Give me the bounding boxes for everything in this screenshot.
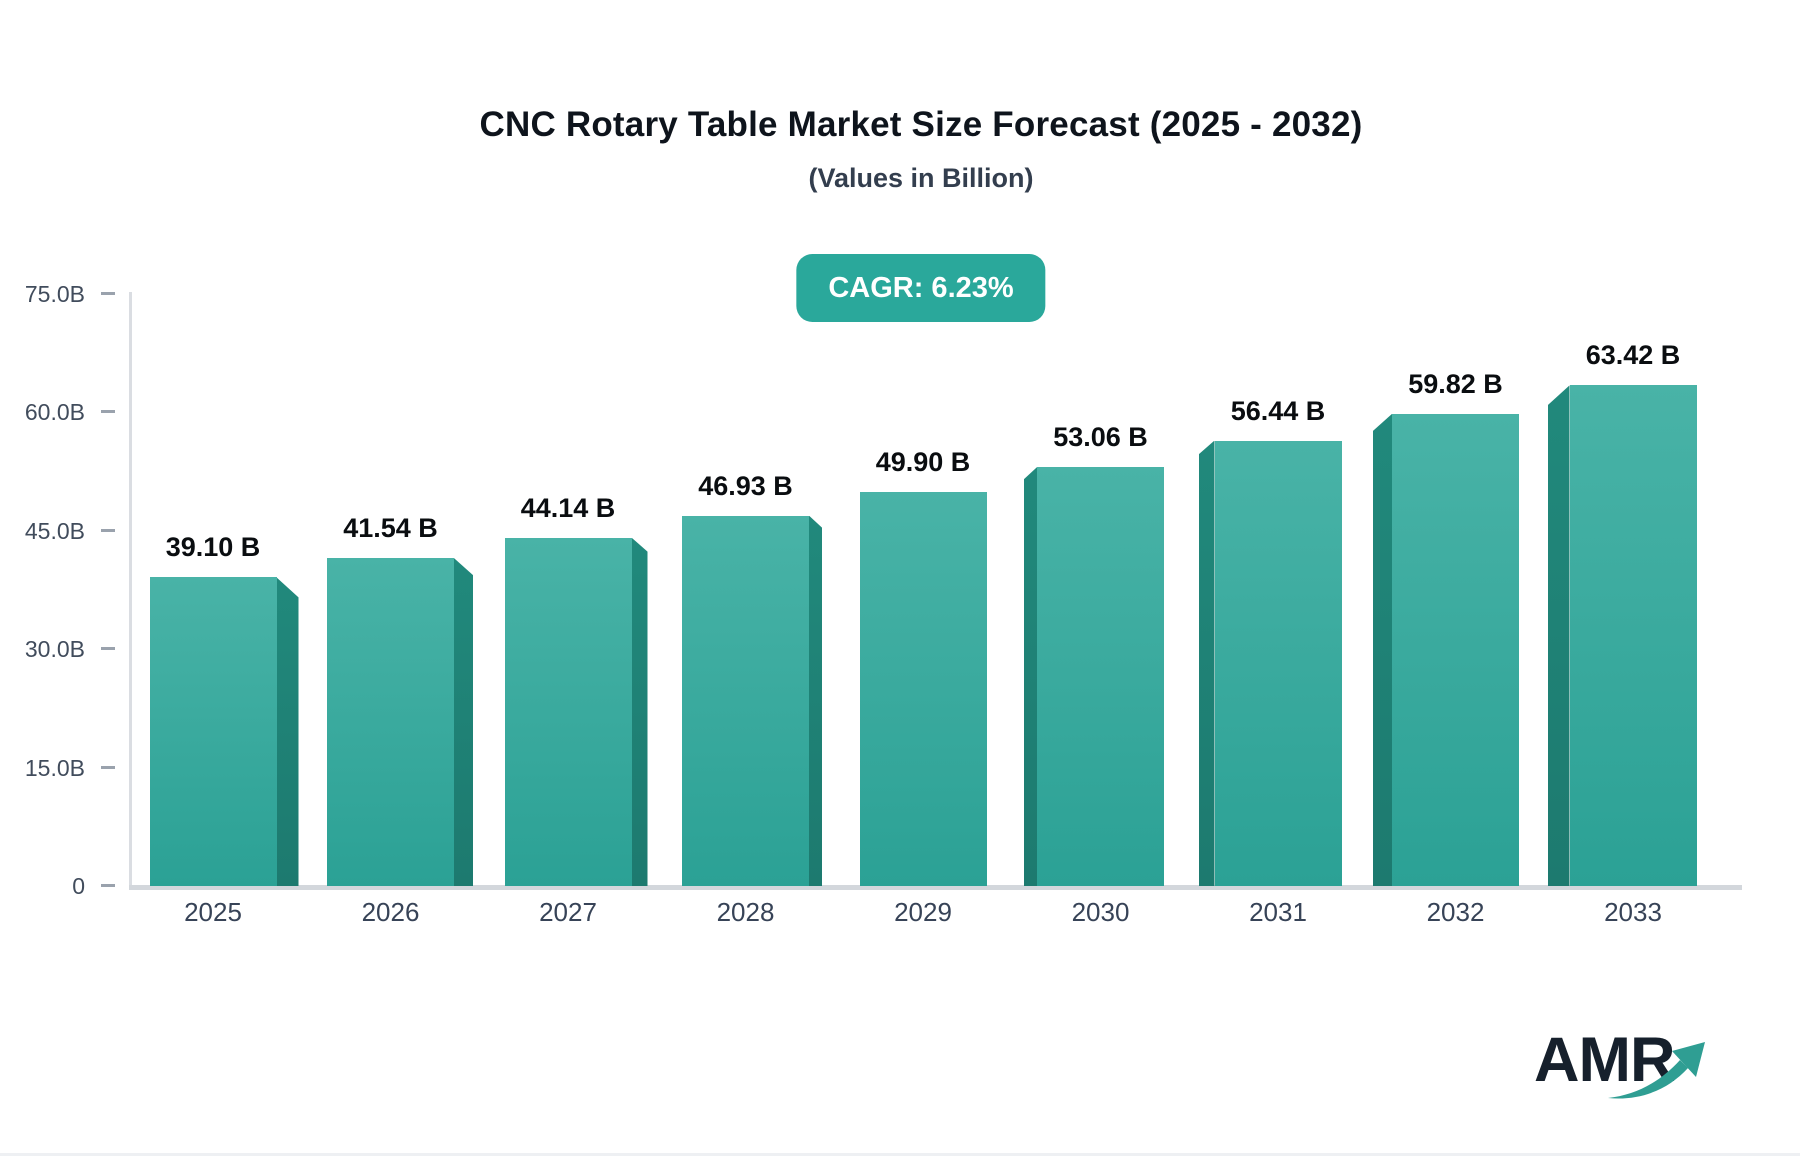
growth-arrow-icon [1608, 1042, 1705, 1099]
chart-subtitle: (Values in Billion) [808, 163, 1034, 193]
bar-value-label-2028: 46.93 B [698, 470, 793, 501]
bar-value-label-2029: 49.90 B [875, 447, 971, 478]
bar-2028 [682, 515, 809, 886]
y-tick-label: 45.0B [24, 517, 85, 544]
y-tick-label: 60.0B [24, 399, 85, 426]
x-axis-label-2031: 2031 [1249, 897, 1307, 927]
amr-logo: AMR [1534, 1025, 1754, 1120]
y-tick: 30.0B [0, 634, 120, 664]
bar-side-face-2026 [454, 558, 473, 886]
bar-value-label-2031: 56.44 B [1230, 395, 1326, 426]
y-tick-mark [101, 647, 115, 651]
y-tick: 45.0B [0, 516, 120, 546]
x-axis-label-2029: 2029 [894, 897, 952, 927]
bar-value-label-2026: 41.54 B [343, 513, 438, 544]
bar-2026 [327, 558, 454, 886]
bar-2032 [1392, 413, 1519, 886]
bar-value-label-2027: 44.14 B [520, 492, 616, 523]
cagr-badge: CAGR: 6.23% [796, 254, 1046, 322]
x-axis-label-2027: 2027 [539, 897, 597, 927]
y-tick-mark [101, 292, 115, 295]
x-axis-label-2030: 2030 [1071, 897, 1130, 927]
y-tick: 60.0B [0, 397, 120, 427]
amr-logo-text: AMR [1534, 1025, 1675, 1095]
y-tick: 15.0B [0, 753, 120, 783]
x-axis-label-2033: 2033 [1604, 897, 1662, 927]
bar-side-face-2031 [1198, 440, 1215, 886]
bar-side-face-2030 [1024, 467, 1037, 886]
bar-side-face-2025 [276, 577, 299, 886]
y-tick-mark [101, 528, 115, 532]
bar-2025 [149, 577, 277, 886]
bar-value-label-2030: 53.06 B [1053, 422, 1148, 453]
x-axis-label-2026: 2026 [361, 897, 420, 927]
bar-value-label-2033: 63.42 B [1585, 340, 1681, 371]
bar-value-label-2025: 39.10 B [165, 532, 261, 563]
bar-2027 [504, 537, 632, 886]
bar-side-face-2032 [1373, 413, 1392, 886]
bar-2029 [859, 492, 987, 886]
y-tick-label: 15.0B [24, 754, 85, 781]
y-tick-label: 30.0B [24, 636, 85, 663]
x-axis-label-2025: 2025 [184, 897, 242, 927]
y-tick-mark [101, 765, 115, 769]
bar-2031 [1214, 440, 1342, 886]
y-axis-line [129, 292, 132, 890]
y-tick-label: 0 [72, 873, 85, 899]
bar-side-face-2027 [631, 537, 648, 886]
y-tick: 0 [0, 871, 120, 901]
y-tick-mark [101, 410, 115, 414]
x-axis-label-2032: 2032 [1426, 897, 1485, 927]
bar-side-face-2028 [809, 515, 822, 886]
y-tick: 75.0B [0, 279, 120, 309]
bar-2030 [1037, 467, 1164, 886]
bar-2033 [1569, 385, 1697, 886]
y-tick-label: 75.0B [24, 281, 85, 307]
x-axis-line [129, 885, 1742, 890]
bar-value-label-2032: 59.82 B [1408, 368, 1503, 399]
bar-side-face-2033 [1547, 385, 1570, 886]
chart-title: CNC Rotary Table Market Size Forecast (2… [479, 105, 1363, 144]
x-axis-label-2028: 2028 [716, 897, 775, 927]
y-tick-mark [101, 884, 115, 887]
